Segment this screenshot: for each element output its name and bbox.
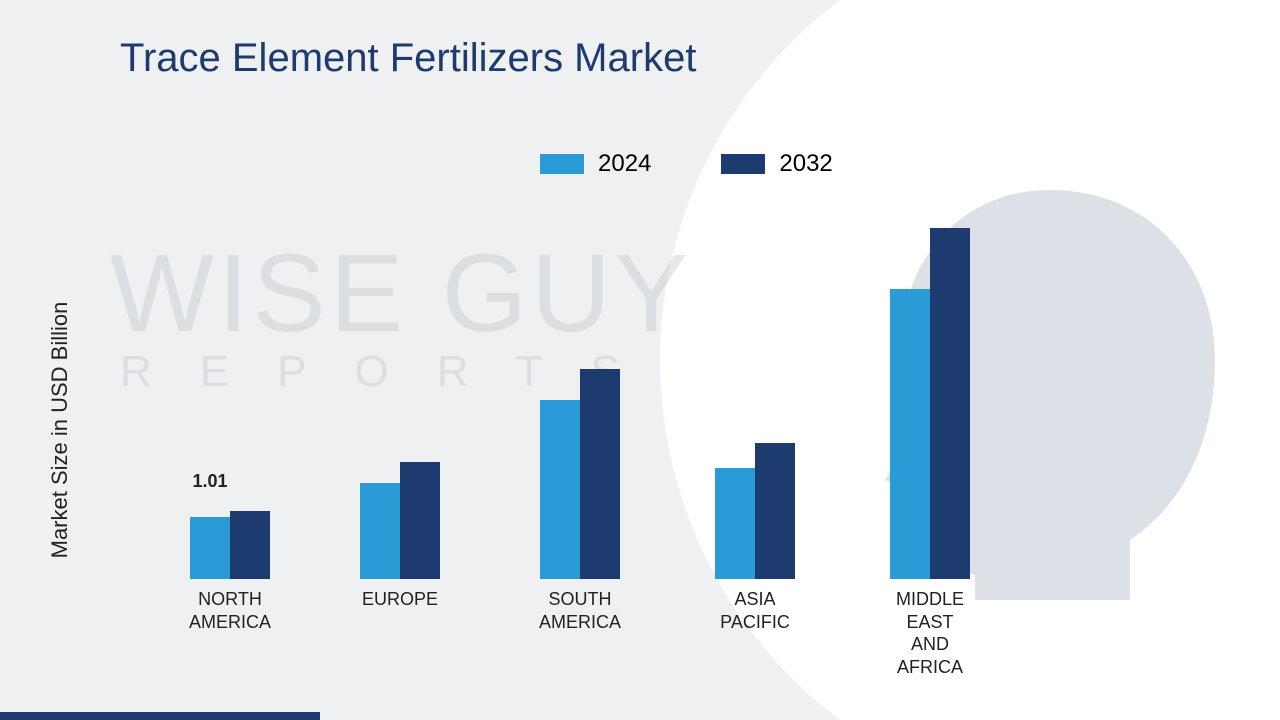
plot-region: 1.01 xyxy=(140,210,1000,580)
legend-label-2024: 2024 xyxy=(598,150,651,178)
brand-logo-dots-icon xyxy=(1192,34,1262,114)
bar xyxy=(755,443,795,579)
legend-label-2032: 2032 xyxy=(779,150,832,178)
x-axis-category-label: NORTH AMERICA xyxy=(189,588,271,633)
bar-group xyxy=(190,511,270,579)
chart-area: Market Size in USD Billion 2024 2032 1.0… xyxy=(60,150,1000,710)
x-axis-category-label: MIDDLE EAST AND AFRICA xyxy=(896,588,964,678)
bar xyxy=(400,462,440,579)
y-axis-label: Market Size in USD Billion xyxy=(47,302,73,559)
x-axis-category-label: ASIA PACIFIC xyxy=(720,588,790,633)
legend-swatch-2024 xyxy=(540,154,584,174)
page-root: WISE GUY R E P O R T S Trace Element Fer… xyxy=(0,0,1280,720)
chart-title: Trace Element Fertilizers Market xyxy=(120,36,696,81)
legend-swatch-2032 xyxy=(721,154,765,174)
bar-value-label: 1.01 xyxy=(192,471,227,492)
bar xyxy=(580,369,620,579)
bar xyxy=(360,483,400,579)
bar xyxy=(930,228,970,580)
bar-group xyxy=(890,228,970,580)
bar xyxy=(715,468,755,579)
bottom-accent-bar xyxy=(0,712,320,720)
legend-item-2024: 2024 xyxy=(540,150,651,178)
bar-group xyxy=(540,369,620,579)
legend-item-2032: 2032 xyxy=(721,150,832,178)
x-axis-category-label: EUROPE xyxy=(362,588,438,611)
bar xyxy=(890,289,930,579)
legend: 2024 2032 xyxy=(540,150,833,178)
bar xyxy=(230,511,270,579)
bar xyxy=(190,517,230,579)
x-axis-category-label: SOUTH AMERICA xyxy=(539,588,621,633)
bar-group xyxy=(715,443,795,579)
bar xyxy=(540,400,580,579)
bar-group xyxy=(360,462,440,579)
